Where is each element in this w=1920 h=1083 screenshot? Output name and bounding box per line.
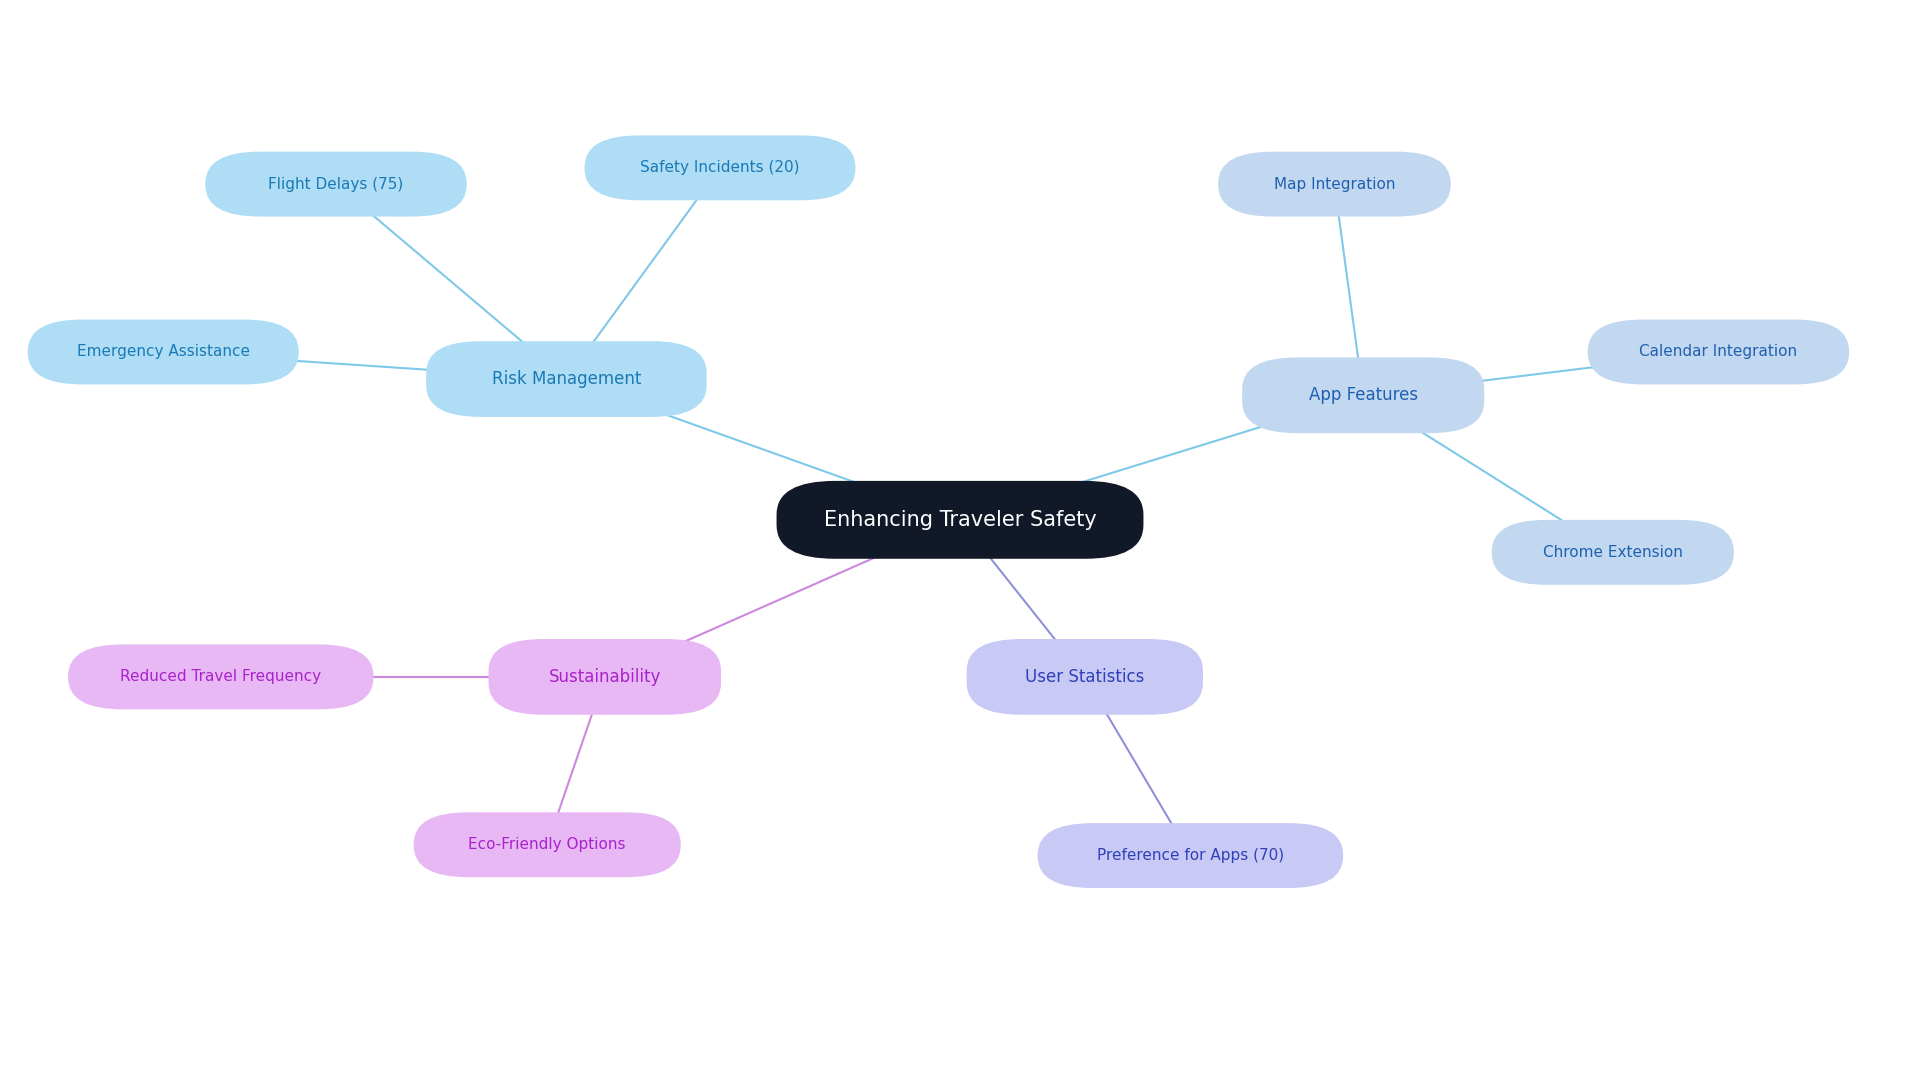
FancyBboxPatch shape: [1242, 358, 1482, 432]
Text: Chrome Extension: Chrome Extension: [1544, 545, 1682, 560]
FancyBboxPatch shape: [968, 640, 1202, 714]
FancyBboxPatch shape: [426, 342, 705, 416]
FancyBboxPatch shape: [778, 482, 1142, 558]
Text: Map Integration: Map Integration: [1273, 177, 1396, 192]
FancyBboxPatch shape: [1219, 153, 1450, 216]
Text: Safety Incidents (20): Safety Incidents (20): [639, 160, 801, 175]
Text: Enhancing Traveler Safety: Enhancing Traveler Safety: [824, 510, 1096, 530]
FancyBboxPatch shape: [69, 645, 372, 708]
Text: User Statistics: User Statistics: [1025, 668, 1144, 686]
FancyBboxPatch shape: [29, 321, 298, 383]
Text: Preference for Apps (70): Preference for Apps (70): [1096, 848, 1284, 863]
FancyBboxPatch shape: [586, 136, 854, 199]
FancyBboxPatch shape: [205, 153, 465, 216]
FancyBboxPatch shape: [1039, 824, 1342, 887]
Text: Emergency Assistance: Emergency Assistance: [77, 344, 250, 360]
Text: Calendar Integration: Calendar Integration: [1640, 344, 1797, 360]
FancyBboxPatch shape: [415, 813, 680, 876]
Text: Eco-Friendly Options: Eco-Friendly Options: [468, 837, 626, 852]
Text: Flight Delays (75): Flight Delays (75): [269, 177, 403, 192]
Text: App Features: App Features: [1309, 387, 1417, 404]
Text: Sustainability: Sustainability: [549, 668, 660, 686]
FancyBboxPatch shape: [1494, 521, 1732, 584]
FancyBboxPatch shape: [1590, 321, 1847, 383]
Text: Reduced Travel Frequency: Reduced Travel Frequency: [121, 669, 321, 684]
FancyBboxPatch shape: [490, 640, 720, 714]
Text: Risk Management: Risk Management: [492, 370, 641, 388]
